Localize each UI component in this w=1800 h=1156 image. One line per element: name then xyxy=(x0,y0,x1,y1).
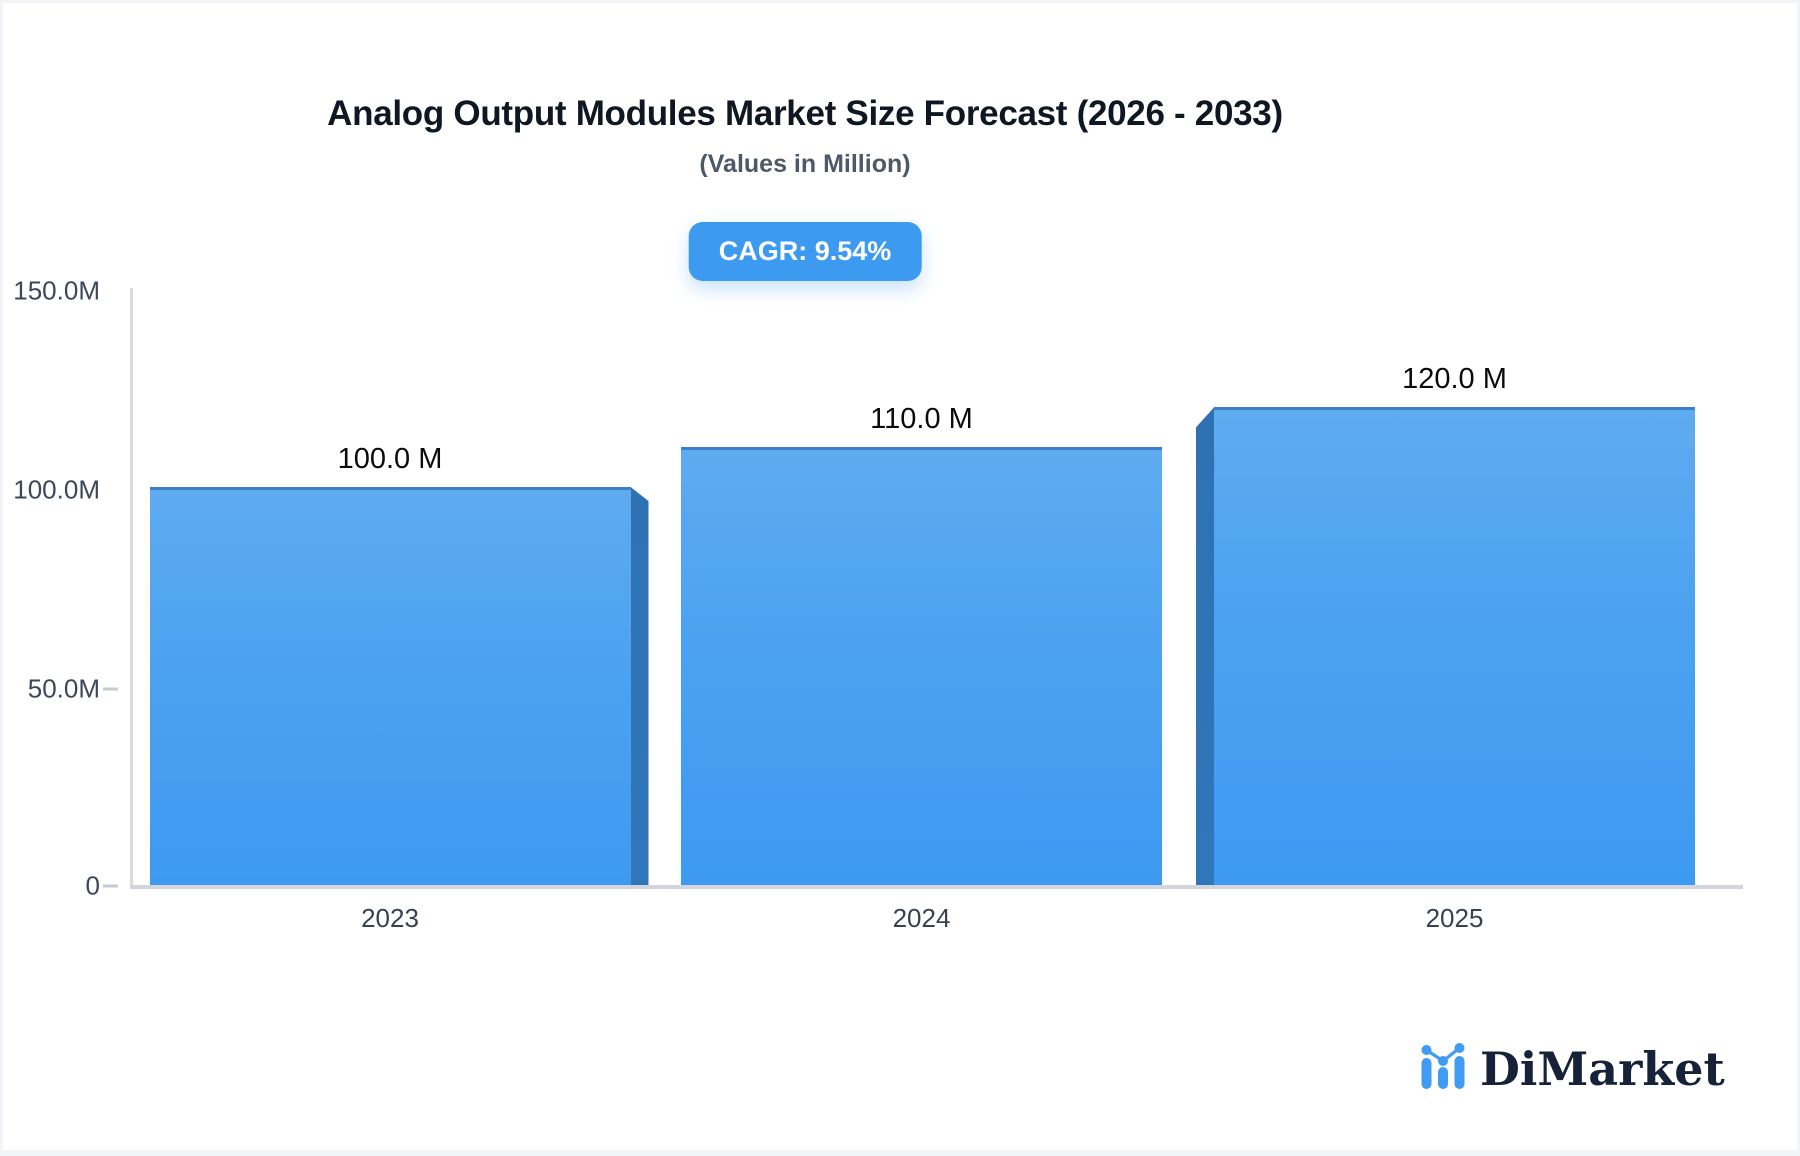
x-axis-label-2025: 2025 xyxy=(1425,903,1484,933)
y-axis-tick xyxy=(103,687,118,691)
y-axis-label: 0 xyxy=(85,870,100,901)
chart-subtitle: (Values in Million) xyxy=(699,150,911,178)
y-axis-line xyxy=(130,288,133,889)
bar-2024 xyxy=(681,447,1162,885)
bar-3d-side xyxy=(630,487,649,885)
y-axis-tick xyxy=(103,884,118,888)
bar-line-chart-icon xyxy=(1421,1043,1465,1089)
x-axis-label-2023: 2023 xyxy=(361,903,419,933)
bar-2023 xyxy=(149,487,631,885)
y-axis-label: 100.0M xyxy=(13,474,100,505)
dimarket-logo-text: DiMarket xyxy=(1480,1042,1725,1096)
x-axis-label-2024: 2024 xyxy=(892,903,951,933)
chart-title: Analog Output Modules Market Size Foreca… xyxy=(327,94,1283,133)
bar-3d-side xyxy=(1196,407,1214,885)
bar-2025 xyxy=(1214,407,1695,885)
dimarket-logo: DiMarket xyxy=(1420,1040,1725,1092)
bar-value-label: 110.0 M xyxy=(870,403,973,436)
bar-value-label: 120.0 M xyxy=(1402,363,1507,396)
cagr-badge: CAGR: 9.54% xyxy=(688,222,922,281)
x-axis-baseline xyxy=(130,885,1743,889)
y-axis-label: 150.0M xyxy=(13,275,100,306)
y-axis-label: 50.0M xyxy=(27,673,100,704)
bar-value-label: 100.0 M xyxy=(337,443,443,475)
